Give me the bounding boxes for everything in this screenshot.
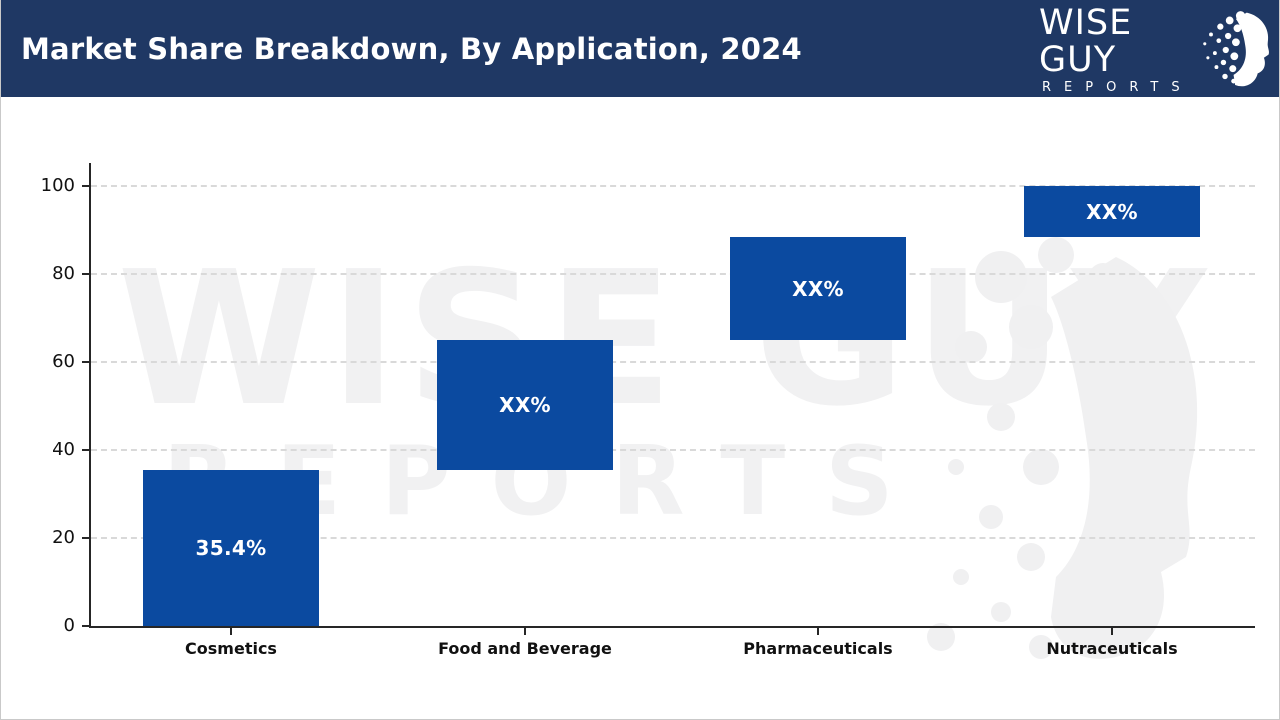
bar-value-label: 35.4%: [195, 536, 267, 561]
bar-segment: XX%: [437, 340, 613, 471]
bar-value-label: XX%: [1086, 199, 1138, 224]
x-category-label: Food and Beverage: [438, 639, 612, 658]
x-axis-line: [89, 626, 1255, 628]
gridline: [91, 185, 1255, 187]
y-tick-mark: [82, 185, 89, 187]
y-tick-label: 0: [63, 615, 75, 636]
y-tick-label: 100: [40, 175, 75, 196]
y-tick-label: 80: [52, 263, 75, 284]
x-category-label: Nutraceuticals: [1046, 639, 1178, 658]
plot: 0 20 40 60 80 100 35.4% XX% XX% XX% Cosmetics Food …: [1, 97, 1279, 719]
y-tick-mark: [82, 273, 89, 275]
logo-subtitle: REPORTS: [1042, 80, 1193, 96]
y-axis-line: [89, 163, 91, 628]
logo-wordmark: WISE GUY: [1039, 2, 1133, 80]
x-tick-mark: [1111, 628, 1113, 635]
y-tick-label: 40: [52, 439, 75, 460]
bar-segment: 35.4%: [143, 470, 319, 626]
header-bar: Market Share Breakdown, By Application, …: [1, 0, 1279, 97]
x-category-label: Pharmaceuticals: [743, 639, 893, 658]
bar-segment: XX%: [730, 237, 906, 340]
y-tick-mark: [82, 449, 89, 451]
bar-value-label: XX%: [499, 393, 551, 418]
x-tick-mark: [230, 628, 232, 635]
wise-guy-logo: WISE GUY REPORTS: [1039, 4, 1275, 95]
x-tick-mark: [524, 628, 526, 635]
bar-segment: XX%: [1024, 186, 1200, 238]
y-tick-label: 60: [52, 351, 75, 372]
bar-value-label: XX%: [792, 276, 844, 301]
logo-text: WISE GUY REPORTS: [1039, 2, 1203, 96]
gridline: [91, 361, 1255, 363]
y-tick-label: 20: [52, 527, 75, 548]
logo-face-icon: [1203, 11, 1269, 87]
x-tick-mark: [817, 628, 819, 635]
chart-area: WISE GUY REPORTS 0 20 40 60 80 100 35.4% XX% XX%…: [1, 97, 1279, 719]
gridline: [91, 273, 1255, 275]
y-tick-mark: [82, 625, 89, 627]
gridline: [91, 537, 1255, 539]
gridline: [91, 449, 1255, 451]
chart-title: Market Share Breakdown, By Application, …: [21, 31, 802, 66]
y-tick-mark: [82, 361, 89, 363]
x-category-label: Cosmetics: [185, 639, 277, 658]
y-tick-mark: [82, 537, 89, 539]
